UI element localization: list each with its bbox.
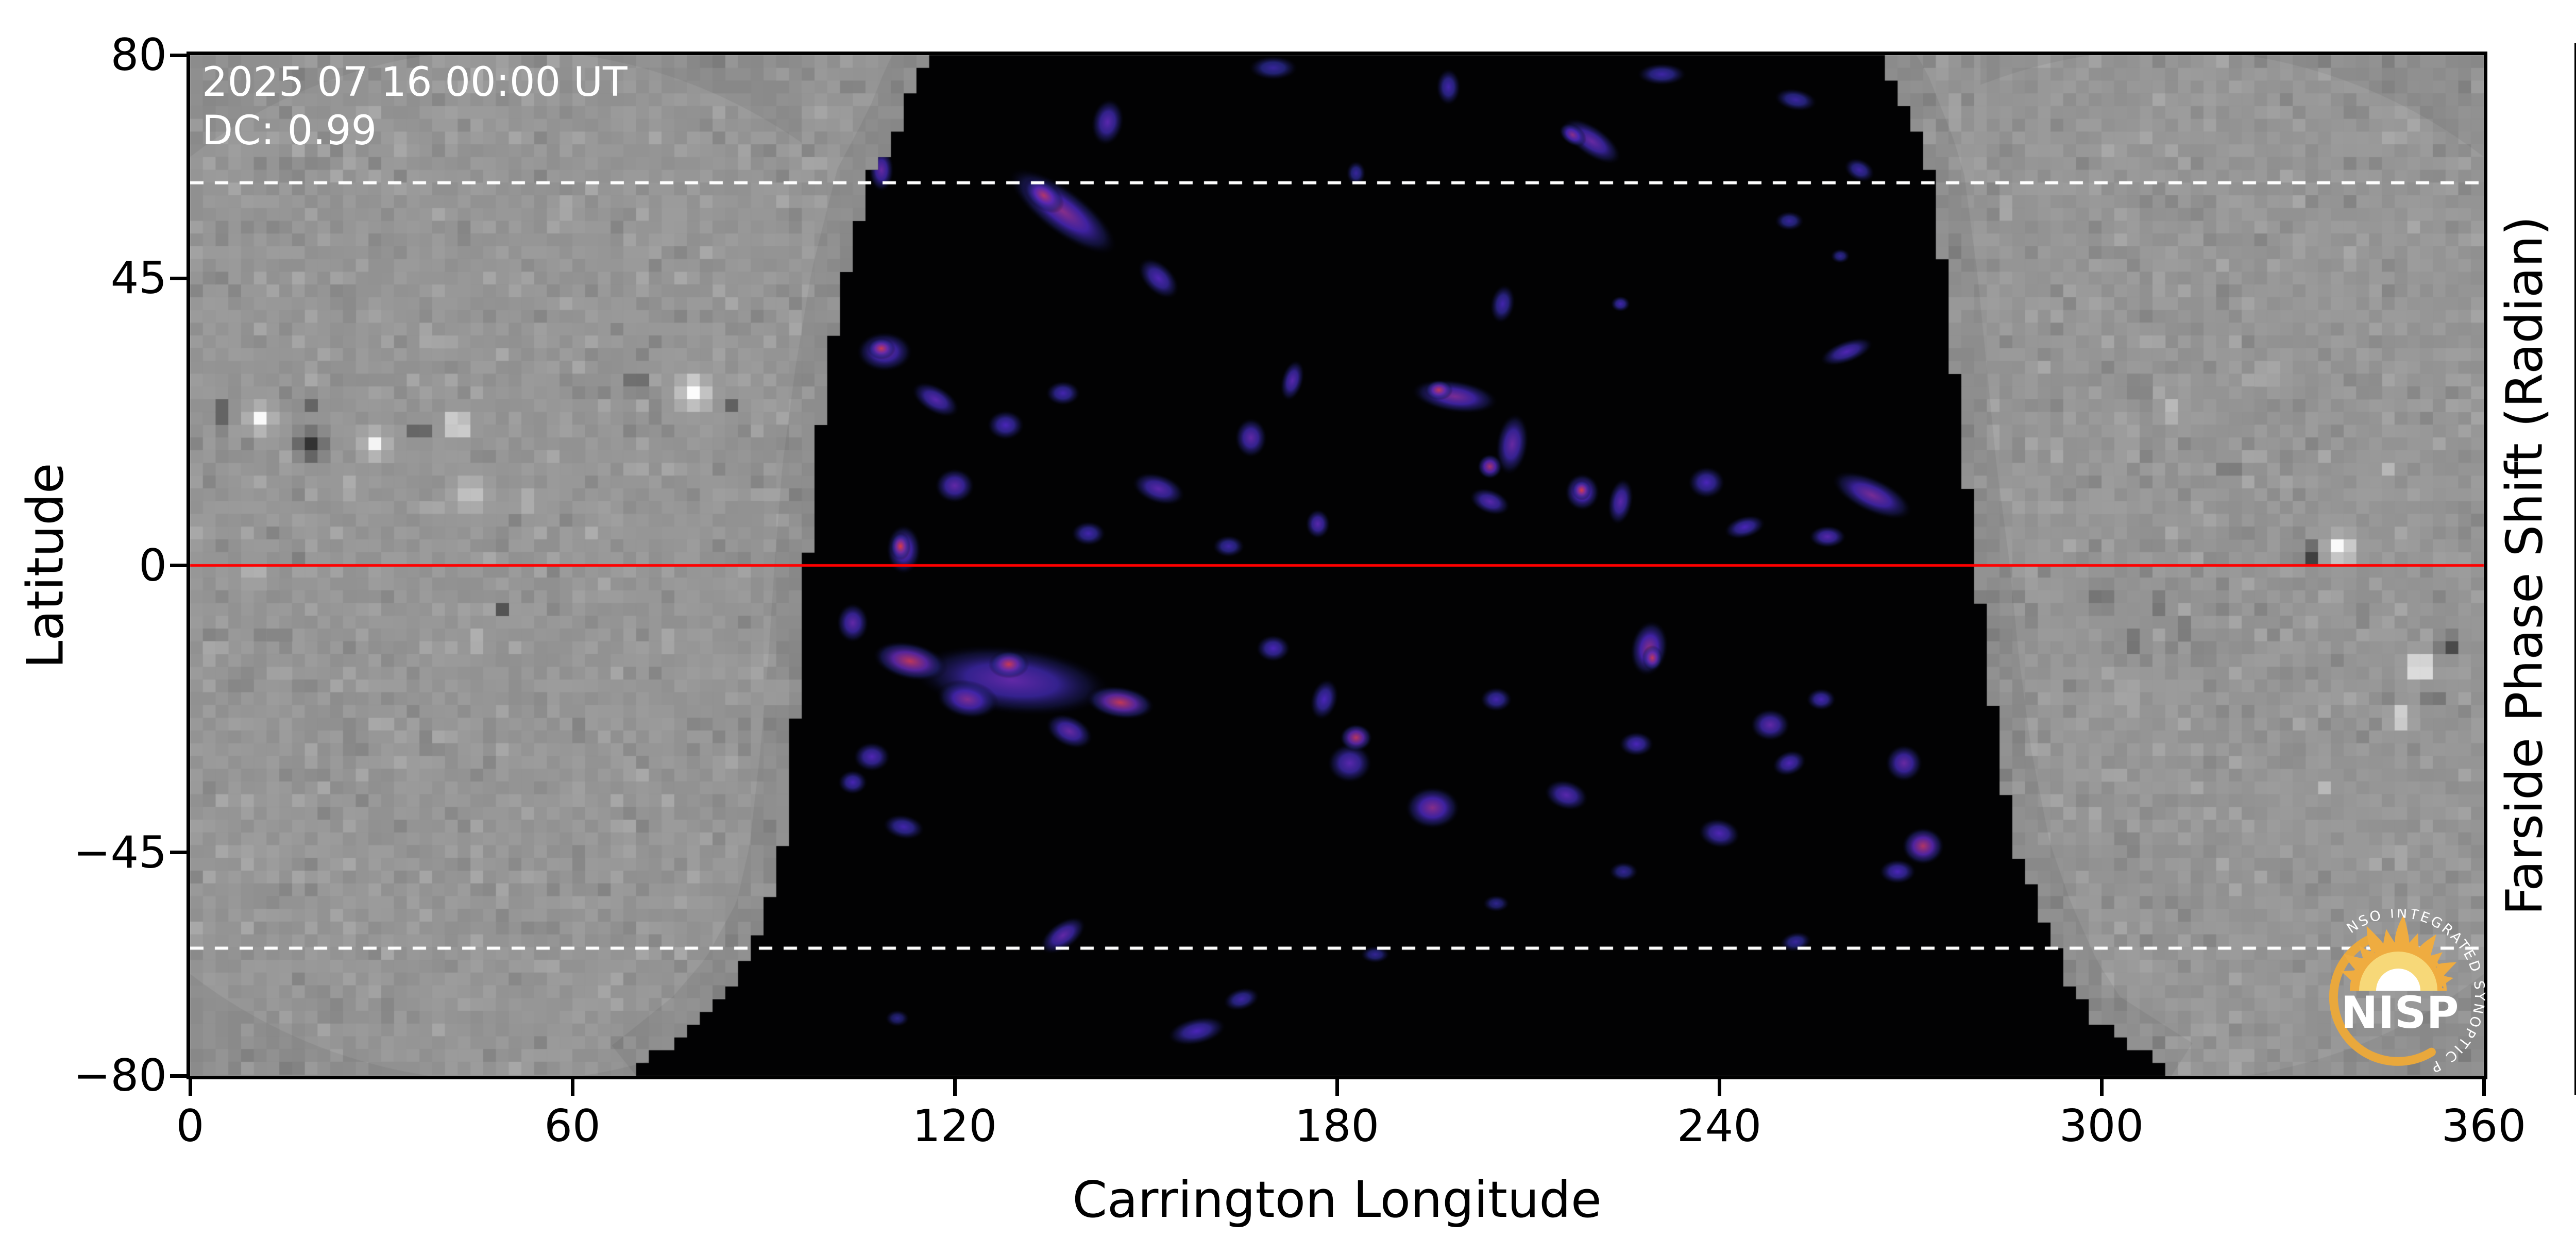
x-tick-mark [188,1079,192,1096]
date-annotation: 2025 07 16 00:00 UT [202,59,628,106]
y-tick-label: 45 [110,252,167,304]
y-tick-mark [170,276,187,280]
y-tick-mark [170,564,187,567]
farside-colorbar [2574,43,2576,1095]
sun-icon [2376,969,2420,991]
x-tick-mark [2099,1079,2104,1096]
x-tick-label: 60 [544,1100,601,1152]
x-tick-label: 240 [1676,1100,1762,1152]
y-tick-mark [170,53,187,57]
x-tick-label: 0 [176,1100,205,1152]
x-tick-mark [570,1079,574,1096]
y-tick-label: 80 [110,29,167,81]
y-tick-label: 0 [139,539,167,591]
x-tick-label: 180 [1294,1100,1380,1152]
x-tick-mark [2482,1079,2486,1096]
nisp-ring-icon [2329,935,2436,1066]
y-tick-label: −80 [73,1050,167,1101]
x-axis-label: Carrington Longitude [1072,1171,1602,1229]
dc-annotation: DC: 0.99 [202,108,377,154]
x-tick-mark [1717,1079,1721,1096]
x-tick-label: 360 [2441,1100,2527,1152]
y-tick-mark [170,851,187,855]
farside-colorbar-label: Farside Phase Shift (Radian) [2495,216,2554,915]
x-tick-mark [953,1079,957,1096]
nisp-logo: NSO INTEGRATED SYNOPTIC PROGRAM NISP [2329,909,2485,1076]
x-tick-label: 120 [912,1100,997,1152]
x-tick-mark [1335,1079,1339,1096]
x-tick-label: 300 [2059,1100,2144,1152]
y-tick-label: −45 [73,826,167,878]
nisp-wordmark: NISP [2341,987,2459,1039]
y-tick-mark [170,1074,187,1078]
